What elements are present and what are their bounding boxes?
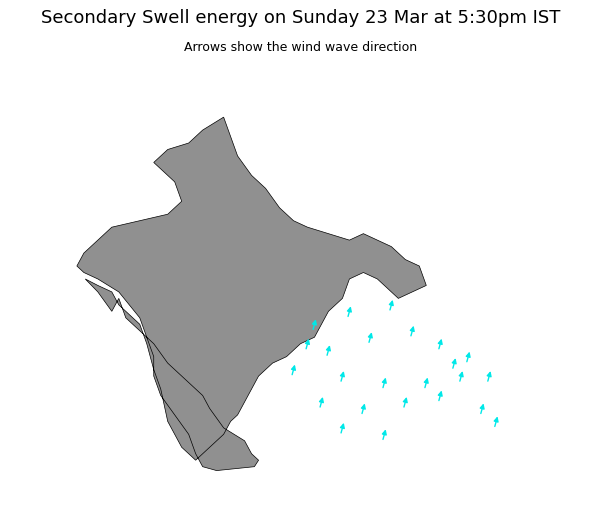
Polygon shape — [77, 117, 426, 471]
Text: Secondary Swell energy on Sunday 23 Mar at 5:30pm IST: Secondary Swell energy on Sunday 23 Mar … — [41, 9, 560, 27]
Text: Arrows show the wind wave direction: Arrows show the wind wave direction — [184, 40, 417, 54]
